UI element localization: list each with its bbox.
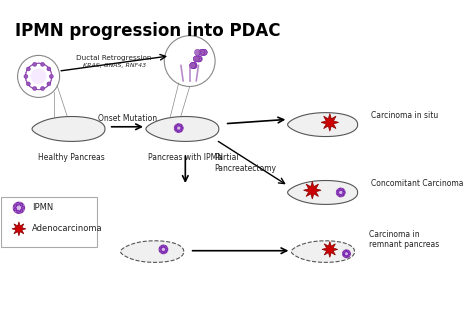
Circle shape [191,62,197,69]
Circle shape [20,203,23,206]
Circle shape [196,56,202,62]
Circle shape [49,74,53,78]
Circle shape [337,188,345,197]
Circle shape [191,62,197,69]
Circle shape [177,124,179,126]
Circle shape [162,245,164,248]
Circle shape [164,246,166,248]
Circle shape [190,62,196,69]
Circle shape [337,193,339,195]
Circle shape [194,49,201,55]
Circle shape [190,62,196,69]
Circle shape [164,36,215,87]
Circle shape [14,208,17,211]
Polygon shape [146,116,219,141]
Circle shape [201,49,207,55]
Circle shape [27,64,51,89]
Circle shape [342,189,344,191]
Polygon shape [322,241,337,257]
Circle shape [31,69,46,84]
Circle shape [345,256,347,257]
Text: Adenocarcinoma: Adenocarcinoma [32,224,103,233]
Circle shape [24,74,28,78]
Circle shape [160,247,162,249]
Polygon shape [32,116,105,141]
Circle shape [159,245,168,254]
Circle shape [14,205,17,208]
Circle shape [13,202,25,214]
Circle shape [18,55,60,97]
Circle shape [347,255,349,257]
Circle shape [180,125,182,127]
Circle shape [165,248,168,251]
Text: Carcinoma in situ: Carcinoma in situ [372,111,438,120]
Text: IPMN: IPMN [32,203,53,212]
Circle shape [160,250,162,252]
Circle shape [162,251,164,254]
Circle shape [175,128,177,131]
Text: Carcinoma in
remnant pancreas: Carcinoma in remnant pancreas [369,230,439,249]
Circle shape [339,195,341,196]
Polygon shape [288,113,357,136]
Circle shape [348,253,350,255]
Polygon shape [288,180,357,204]
Circle shape [180,129,182,132]
Polygon shape [303,181,321,199]
Text: Ductal Retrogression: Ductal Retrogression [76,55,152,61]
Text: Healthy Pancreas: Healthy Pancreas [38,153,105,162]
Circle shape [199,49,205,55]
Circle shape [174,124,183,133]
Circle shape [21,206,24,209]
Polygon shape [120,241,184,262]
Circle shape [201,49,207,55]
Text: Onset Mutation: Onset Mutation [98,114,157,123]
Circle shape [193,56,200,62]
Circle shape [27,67,30,71]
Circle shape [33,62,36,66]
Circle shape [195,56,201,62]
Circle shape [33,87,36,91]
Circle shape [20,210,23,212]
Text: IPMN progression into PDAC: IPMN progression into PDAC [15,22,280,40]
Text: Partial
Pancreatectomy: Partial Pancreatectomy [214,153,276,173]
Text: Pancreas with IPMN: Pancreas with IPMN [148,153,223,162]
Circle shape [343,191,345,194]
Circle shape [175,126,177,128]
Circle shape [191,62,197,69]
Circle shape [17,202,19,205]
Text: Concomitant Carcinoma: Concomitant Carcinoma [372,179,464,188]
Circle shape [343,250,350,258]
Circle shape [181,127,183,129]
Circle shape [164,251,166,253]
Polygon shape [321,113,338,131]
Circle shape [199,49,205,55]
FancyBboxPatch shape [0,197,97,247]
Polygon shape [292,241,355,262]
Polygon shape [12,222,26,236]
Circle shape [339,188,341,191]
Circle shape [347,251,349,253]
Circle shape [17,210,19,213]
Circle shape [193,56,200,62]
Circle shape [177,130,179,132]
Circle shape [41,87,45,91]
Circle shape [345,250,347,252]
Circle shape [47,67,51,71]
Circle shape [343,254,345,256]
Circle shape [342,194,344,196]
Circle shape [337,190,339,192]
Circle shape [41,62,45,66]
Circle shape [27,82,30,86]
Circle shape [343,252,345,254]
Text: KRAS, GNAS, RNF43: KRAS, GNAS, RNF43 [82,63,146,68]
Circle shape [195,56,201,62]
Circle shape [47,82,51,86]
